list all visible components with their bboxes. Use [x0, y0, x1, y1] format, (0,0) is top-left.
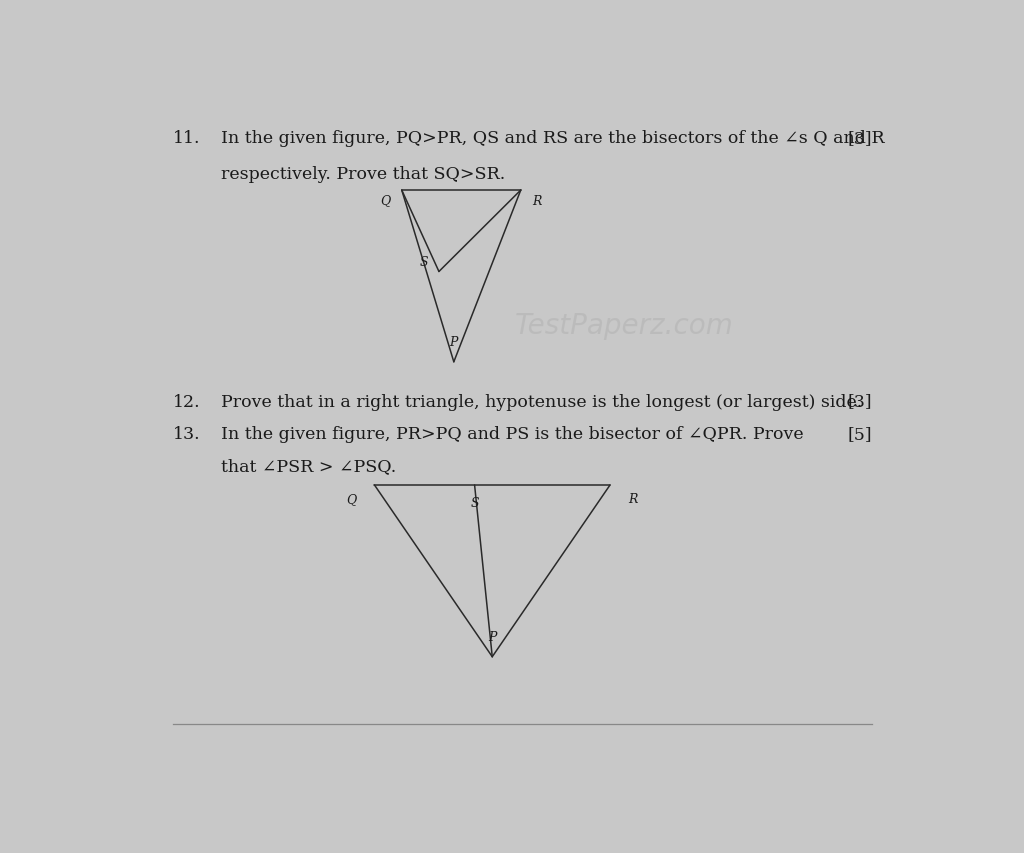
Text: [5]: [5]	[848, 426, 872, 443]
Text: R: R	[628, 492, 637, 506]
Text: [3]: [3]	[848, 393, 872, 410]
Text: Q: Q	[346, 492, 356, 506]
Text: S: S	[419, 256, 428, 269]
Text: Q: Q	[380, 194, 390, 207]
Text: TestPaperz.com: TestPaperz.com	[515, 311, 733, 339]
Text: P: P	[488, 630, 497, 643]
Text: respectively. Prove that SQ>SR.: respectively. Prove that SQ>SR.	[221, 165, 505, 183]
Text: R: R	[531, 194, 542, 207]
Text: 13.: 13.	[173, 426, 201, 443]
Text: P: P	[450, 335, 458, 348]
Text: In the given figure, PR>PQ and PS is the bisector of ∠QPR. Prove: In the given figure, PR>PQ and PS is the…	[221, 426, 804, 443]
Text: Prove that in a right triangle, hypotenuse is the longest (or largest) side.: Prove that in a right triangle, hypotenu…	[221, 393, 862, 410]
Text: 11.: 11.	[173, 130, 201, 147]
Text: [3]: [3]	[848, 130, 872, 147]
Text: 12.: 12.	[173, 393, 201, 410]
Text: that ∠PSR > ∠PSQ.: that ∠PSR > ∠PSQ.	[221, 458, 396, 474]
Text: In the given figure, PQ>PR, QS and RS are the bisectors of the ∠s Q and R: In the given figure, PQ>PR, QS and RS ar…	[221, 130, 885, 147]
Text: S: S	[470, 496, 479, 509]
